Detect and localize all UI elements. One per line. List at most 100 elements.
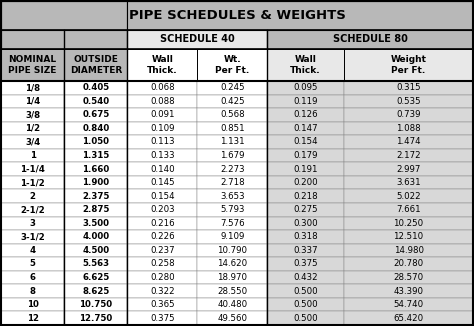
Bar <box>197 108 267 122</box>
Bar <box>128 176 197 189</box>
Text: 0.500: 0.500 <box>293 300 318 309</box>
Bar <box>64 108 128 122</box>
Text: 8: 8 <box>29 287 36 296</box>
Bar <box>344 189 473 203</box>
Bar <box>267 162 344 176</box>
Text: 10.790: 10.790 <box>217 246 247 255</box>
Text: 4.000: 4.000 <box>82 232 109 241</box>
Bar <box>128 122 197 135</box>
Text: 14.980: 14.980 <box>393 246 424 255</box>
Bar <box>1 149 64 162</box>
Text: 0.258: 0.258 <box>150 259 175 269</box>
Text: 10: 10 <box>27 300 38 309</box>
Bar <box>344 108 473 122</box>
Bar <box>128 162 197 176</box>
Bar <box>64 49 128 81</box>
Text: Weight
Per Ft.: Weight Per Ft. <box>391 55 427 75</box>
Text: 0.337: 0.337 <box>293 246 318 255</box>
Text: 0.375: 0.375 <box>293 259 318 269</box>
Bar <box>267 284 344 298</box>
Bar <box>267 108 344 122</box>
Text: 4.500: 4.500 <box>82 246 109 255</box>
Text: 0.154: 0.154 <box>150 192 175 201</box>
Text: 3.631: 3.631 <box>396 178 421 187</box>
Bar <box>64 95 128 108</box>
Bar <box>128 216 197 230</box>
Bar <box>344 49 473 81</box>
Bar <box>197 203 267 216</box>
Bar <box>344 284 473 298</box>
Bar <box>344 230 473 244</box>
Bar <box>64 311 128 325</box>
Bar <box>1 271 64 284</box>
Bar <box>344 311 473 325</box>
Bar <box>267 149 344 162</box>
Bar <box>344 135 473 149</box>
Bar <box>344 216 473 230</box>
Text: 2: 2 <box>29 192 36 201</box>
Bar <box>197 298 267 311</box>
Text: 7.576: 7.576 <box>220 219 245 228</box>
Text: 0.095: 0.095 <box>293 83 318 92</box>
Bar <box>1 203 64 216</box>
Bar <box>197 257 267 271</box>
Text: 12: 12 <box>27 314 38 323</box>
Bar <box>64 122 128 135</box>
Text: 10.250: 10.250 <box>393 219 424 228</box>
Bar <box>128 189 197 203</box>
Bar <box>64 81 128 95</box>
Bar <box>64 189 128 203</box>
Bar <box>344 298 473 311</box>
Text: 0.739: 0.739 <box>396 111 421 119</box>
Text: 28.570: 28.570 <box>393 273 424 282</box>
Bar <box>267 203 344 216</box>
Text: 0.109: 0.109 <box>150 124 175 133</box>
Bar <box>128 271 197 284</box>
Bar <box>128 49 197 81</box>
Text: 1/8: 1/8 <box>25 83 40 92</box>
Bar <box>1 135 64 149</box>
Text: 14.620: 14.620 <box>217 259 247 269</box>
Bar <box>64 162 128 176</box>
Text: 1-1/4: 1-1/4 <box>20 165 45 174</box>
Text: 0.145: 0.145 <box>150 178 175 187</box>
Bar <box>267 257 344 271</box>
Bar <box>197 135 267 149</box>
Bar <box>64 216 128 230</box>
Text: 9.109: 9.109 <box>220 232 245 241</box>
Bar <box>128 284 197 298</box>
Bar <box>1 216 64 230</box>
Text: 1.679: 1.679 <box>220 151 245 160</box>
Bar <box>197 122 267 135</box>
Bar <box>267 189 344 203</box>
Text: 0.540: 0.540 <box>82 97 109 106</box>
Bar <box>267 311 344 325</box>
Bar <box>1 298 64 311</box>
Bar <box>267 81 344 95</box>
Text: 12.510: 12.510 <box>393 232 424 241</box>
Text: 0.140: 0.140 <box>150 165 175 174</box>
Text: 8.625: 8.625 <box>82 287 109 296</box>
Bar <box>1 189 64 203</box>
Bar <box>1 230 64 244</box>
Bar <box>1 49 64 81</box>
Bar <box>267 216 344 230</box>
Bar <box>64 244 128 257</box>
Text: 0.405: 0.405 <box>82 83 109 92</box>
Text: 0.200: 0.200 <box>293 178 318 187</box>
Bar <box>344 95 473 108</box>
Text: 1/2: 1/2 <box>25 124 40 133</box>
Text: 1: 1 <box>29 151 36 160</box>
Text: 0.191: 0.191 <box>293 165 318 174</box>
Bar <box>267 122 344 135</box>
Bar <box>128 257 197 271</box>
Text: 2.997: 2.997 <box>396 165 421 174</box>
Bar <box>197 284 267 298</box>
Text: 5.793: 5.793 <box>220 205 245 214</box>
Bar <box>128 203 197 216</box>
Bar <box>267 244 344 257</box>
Text: 0.154: 0.154 <box>293 138 318 146</box>
Bar <box>1 81 64 95</box>
Text: 0.365: 0.365 <box>150 300 175 309</box>
Bar <box>64 298 128 311</box>
